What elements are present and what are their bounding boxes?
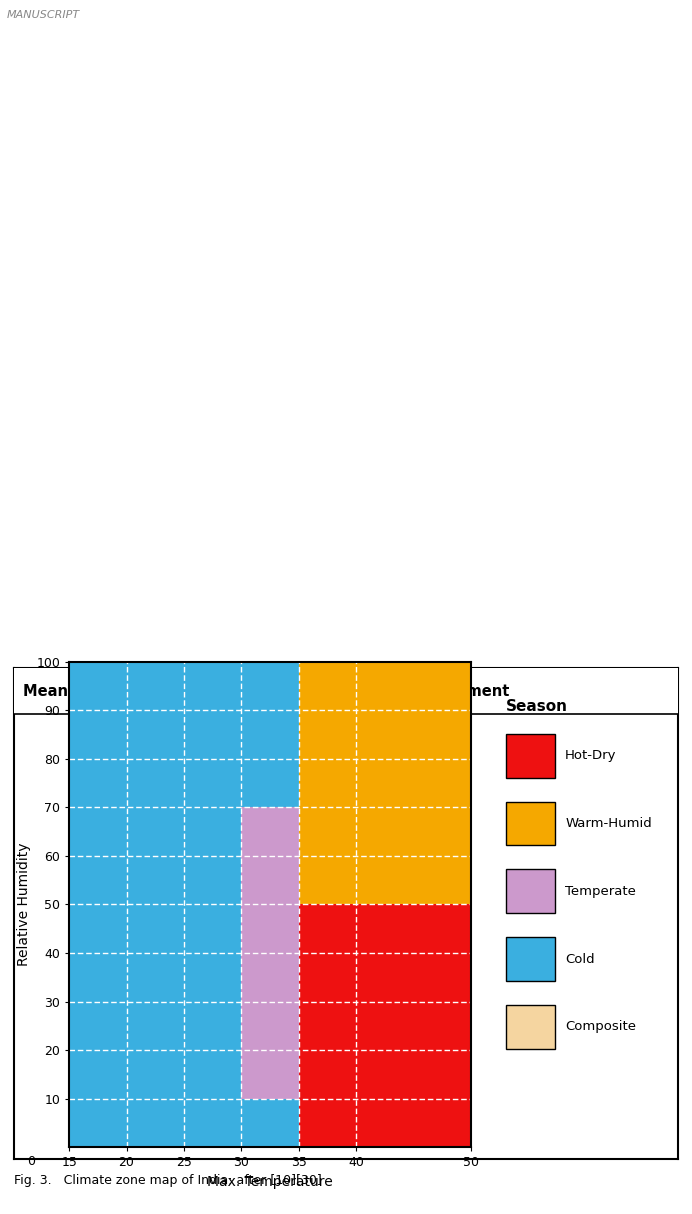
Bar <box>506 801 554 845</box>
Text: 0: 0 <box>27 1156 35 1168</box>
Bar <box>356 953 471 1002</box>
Bar <box>298 807 356 856</box>
Bar <box>298 1050 356 1099</box>
Text: Fig. 3.   Climate zone map of India: after [10][30]: Fig. 3. Climate zone map of India: after… <box>14 1174 322 1186</box>
Bar <box>69 904 127 953</box>
Bar <box>184 710 242 759</box>
Bar <box>127 856 184 904</box>
Bar <box>298 856 356 904</box>
Bar <box>127 904 184 953</box>
Bar <box>127 1050 184 1099</box>
Bar <box>127 953 184 1002</box>
Bar <box>356 807 471 856</box>
Bar <box>127 807 184 856</box>
Text: Warm-Humid: Warm-Humid <box>565 817 652 830</box>
Bar <box>184 1050 242 1099</box>
Bar <box>184 1002 242 1050</box>
Bar <box>356 904 471 953</box>
Bar <box>298 904 356 953</box>
Bar <box>69 953 127 1002</box>
Text: Cold: Cold <box>565 953 595 965</box>
Y-axis label: Relative Humidity: Relative Humidity <box>17 843 30 966</box>
Bar <box>69 1002 127 1050</box>
Bar <box>69 1099 127 1147</box>
Bar <box>242 1002 298 1050</box>
Bar <box>356 1099 471 1147</box>
Bar <box>69 710 127 759</box>
Bar <box>356 1050 471 1099</box>
Bar <box>127 1002 184 1050</box>
Bar <box>242 904 298 953</box>
Bar <box>127 1099 184 1147</box>
Bar <box>298 1099 356 1147</box>
Bar <box>356 759 471 807</box>
Bar <box>69 662 127 710</box>
Bar <box>298 662 356 710</box>
Bar <box>127 759 184 807</box>
Bar <box>242 1099 298 1147</box>
Bar <box>298 1002 356 1050</box>
Bar <box>69 1050 127 1099</box>
Bar <box>356 1002 471 1050</box>
Bar <box>127 710 184 759</box>
Bar <box>69 759 127 807</box>
Bar <box>242 710 298 759</box>
Bar <box>506 1005 554 1049</box>
Bar <box>184 662 242 710</box>
Bar <box>356 662 471 710</box>
Bar <box>127 662 184 710</box>
Bar <box>184 1099 242 1147</box>
Text: MANUSCRIPT: MANUSCRIPT <box>7 10 80 19</box>
Bar <box>184 904 242 953</box>
Bar <box>242 759 298 807</box>
Bar <box>242 1050 298 1099</box>
Text: Mean Monthly Parameters: Criteria for Season assignment: Mean Monthly Parameters: Criteria for Se… <box>23 685 509 699</box>
Bar <box>184 953 242 1002</box>
Text: Hot-Dry: Hot-Dry <box>565 749 617 762</box>
Bar <box>506 869 554 913</box>
Bar <box>184 856 242 904</box>
Bar <box>242 856 298 904</box>
Bar <box>506 734 554 778</box>
Bar <box>69 856 127 904</box>
Bar <box>242 807 298 856</box>
Bar <box>242 662 298 710</box>
Bar <box>184 759 242 807</box>
Text: Composite: Composite <box>565 1020 636 1033</box>
Bar <box>242 953 298 1002</box>
Bar <box>298 953 356 1002</box>
Bar <box>298 759 356 807</box>
Bar <box>298 710 356 759</box>
Bar <box>184 807 242 856</box>
Bar <box>69 807 127 856</box>
Bar <box>506 937 554 981</box>
Bar <box>356 710 471 759</box>
Text: Temperate: Temperate <box>565 885 636 898</box>
Text: Season: Season <box>506 699 568 714</box>
X-axis label: Max. Temperature: Max. Temperature <box>207 1175 333 1189</box>
Bar <box>356 856 471 904</box>
